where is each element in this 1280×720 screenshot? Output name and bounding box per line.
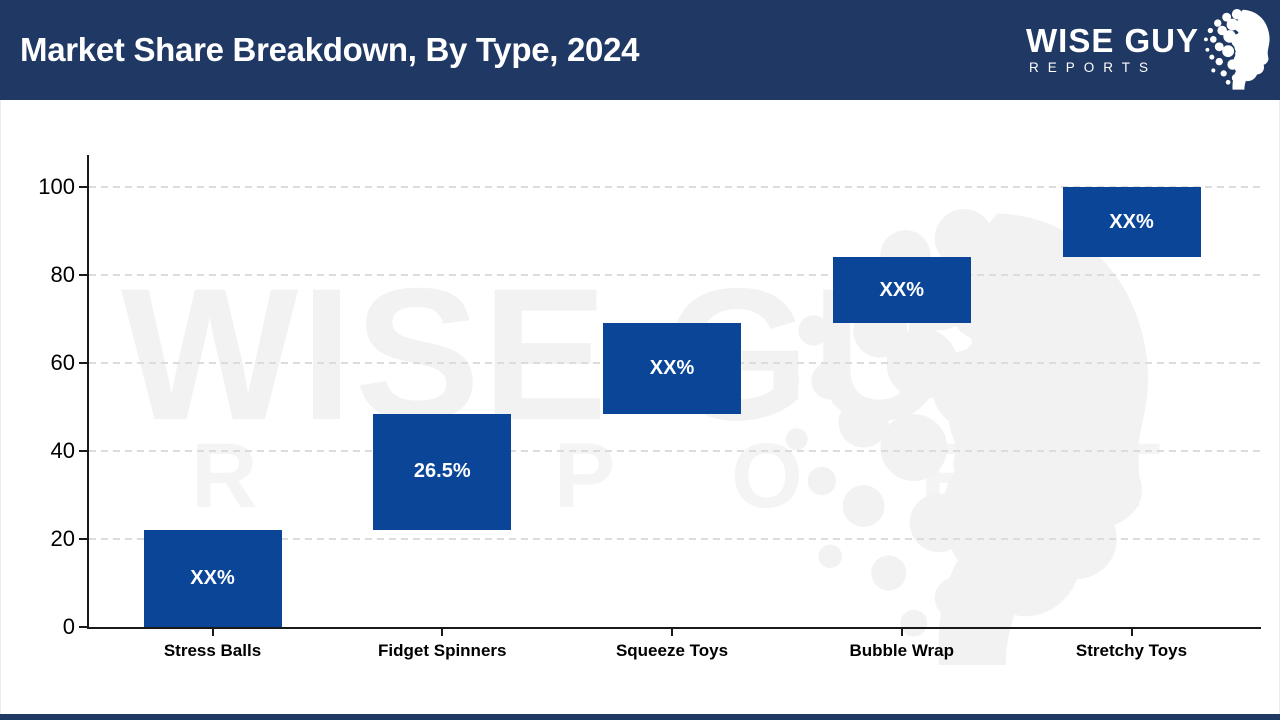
- y-tick-label-20: 20: [50, 526, 75, 551]
- y-tick-mark-20: [79, 538, 87, 540]
- y-tick-label-80: 80: [50, 262, 75, 287]
- x-category-label: Bubble Wrap: [849, 641, 955, 660]
- bar-value-label: XX%: [190, 567, 235, 590]
- bar-squeeze-toys: XX%: [603, 323, 741, 414]
- bar-stretchy-toys: XX%: [1062, 187, 1201, 258]
- x-category-label: Stress Balls: [163, 641, 262, 660]
- y-tick-mark-80: [79, 274, 87, 276]
- y-tick-label-60: 60: [50, 350, 75, 375]
- bar-bubble-wrap: XX%: [832, 257, 971, 324]
- gridline-20: [89, 538, 1261, 540]
- x-tick-mark-3: [671, 629, 673, 636]
- y-tick-mark-0: [79, 626, 87, 628]
- bar-value-label: 26.5%: [413, 460, 471, 483]
- bar-value-label: XX%: [1109, 210, 1154, 233]
- x-tick-mark-2: [441, 629, 444, 636]
- logo-head-icon: [1200, 8, 1274, 90]
- chart-title: Market Share Breakdown, By Type, 2024: [20, 31, 640, 68]
- gridline-100: [89, 186, 1261, 188]
- x-tick-mark-5: [1130, 629, 1133, 636]
- y-tick-label-0: 0: [62, 614, 75, 639]
- y-tick-mark-60: [79, 362, 87, 364]
- logo-wordmark: WISE GUY: [1026, 22, 1200, 59]
- x-tick-mark-4: [900, 629, 903, 636]
- gridline-80: [89, 274, 1261, 276]
- bar-stress-balls: XX%: [143, 530, 282, 627]
- y-tick-mark-40: [79, 450, 87, 452]
- y-tick-label-40: 40: [50, 438, 75, 463]
- y-axis-line: [87, 155, 89, 629]
- bar-fidget-spinners: 26.5%: [373, 413, 512, 531]
- bar-value-label: XX%: [649, 356, 695, 379]
- bar-value-label: XX%: [879, 278, 924, 301]
- x-category-label: Stretchy Toys: [1075, 641, 1188, 660]
- chart-plot-area: WISE GUY R E P O R T S 0 20 40 60 80 100 XX% St…: [0, 100, 1280, 714]
- wise-guy-reports-logo: WISE GUY REPORTS: [1014, 8, 1274, 94]
- x-category-label: Squeeze Toys: [615, 641, 729, 660]
- y-tick-label-100: 100: [38, 174, 75, 199]
- footer-bar: [0, 714, 1280, 720]
- gridline-40: [89, 450, 1261, 452]
- y-tick-mark-100: [79, 186, 87, 188]
- logo-subtitle: REPORTS: [1029, 60, 1158, 75]
- x-axis-line: [87, 627, 1261, 629]
- x-tick-mark-1: [211, 629, 214, 636]
- header-bar: Market Share Breakdown, By Type, 2024 WI…: [0, 0, 1280, 100]
- logo-text: WISE GUY REPORTS: [1026, 24, 1199, 75]
- x-category-label: Fidget Spinners: [378, 641, 507, 660]
